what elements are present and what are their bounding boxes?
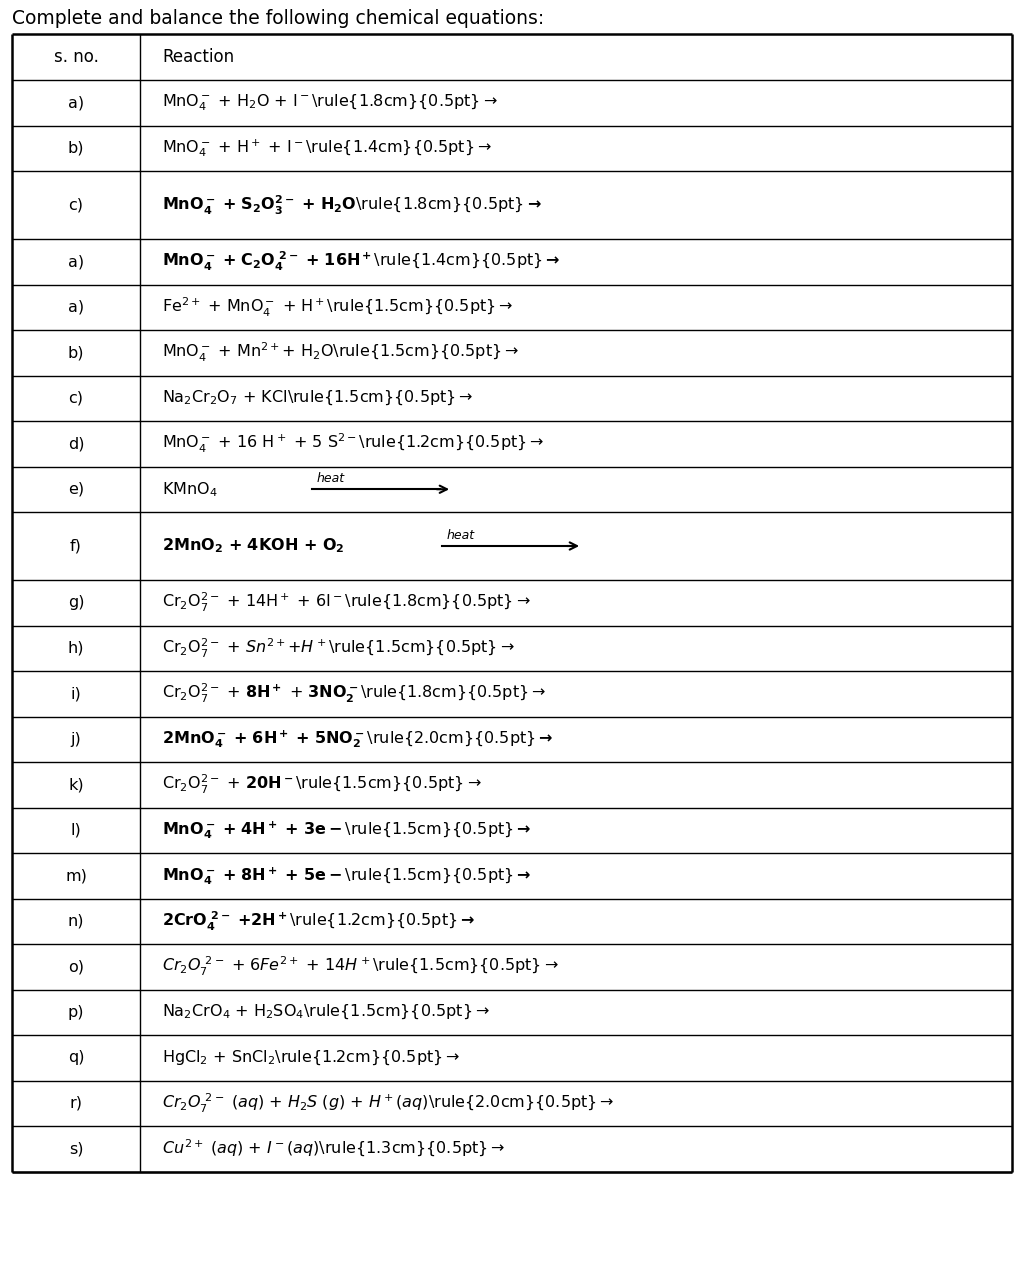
Text: $\mathit{Cr_2O_7^{\ 2-}}$ $\mathit{+}$ $\mathit{6Fe^{2+}}$ $\mathit{+}$ $\mathit: $\mathit{Cr_2O_7^{\ 2-}}$ $\mathit{+}$ $… [162, 955, 559, 978]
Text: c): c) [69, 197, 84, 213]
Text: o): o) [68, 959, 84, 974]
Text: h): h) [68, 641, 84, 656]
Text: n): n) [68, 914, 84, 928]
Text: a): a) [68, 95, 84, 110]
Text: KMnO$_4$: KMnO$_4$ [162, 479, 218, 499]
Text: r): r) [70, 1096, 83, 1110]
Text: s. no.: s. no. [53, 47, 98, 65]
Text: $\mathrm{MnO_4^-}$ + $\mathrm{H^+}$ + $\mathrm{I^-}$\rule{1.4cm}{0.5pt}$\rightar: $\mathrm{MnO_4^-}$ + $\mathrm{H^+}$ + $\… [162, 137, 493, 159]
Text: m): m) [66, 868, 87, 883]
Text: $\mathrm{HgCl_2}$ + $\mathrm{SnCl_2}$\rule{1.2cm}{0.5pt}$\rightarrow$: $\mathrm{HgCl_2}$ + $\mathrm{SnCl_2}$\ru… [162, 1049, 461, 1067]
Text: $\mathbf{2MnO_4^-}$ $\mathbf{+}$ $\mathbf{6H^+}$ $\mathbf{+}$ $\mathbf{5NO_2^-}$: $\mathbf{2MnO_4^-}$ $\mathbf{+}$ $\mathb… [162, 728, 554, 750]
Text: k): k) [69, 777, 84, 792]
Text: e): e) [68, 482, 84, 496]
Text: $\mathrm{Cr_2O_7^{2-}}$ + $\mathrm{14H^+}$ + $\mathrm{6I^-}$\rule{1.8cm}{0.5pt}$: $\mathrm{Cr_2O_7^{2-}}$ + $\mathrm{14H^+… [162, 591, 530, 614]
Text: $\mathrm{MnO_4^-}$ + $\mathrm{H_2O}$ + $\mathrm{I^-}$\rule{1.8cm}{0.5pt}$\righta: $\mathrm{MnO_4^-}$ + $\mathrm{H_2O}$ + $… [162, 92, 498, 113]
Text: c): c) [69, 391, 84, 405]
Text: l): l) [71, 823, 81, 837]
Text: $\mathbf{MnO_4^-}$ $\mathbf{+}$ $\mathbf{8H^+}$ $\mathbf{+}$ $\mathbf{5e-}$\rule: $\mathbf{MnO_4^-}$ $\mathbf{+}$ $\mathbf… [162, 865, 531, 887]
Text: $\mathrm{Cr_2O_7^{2-}}$ $+$ $\mathit{Sn^{2+}}$$+$$\mathit{H^+}$\rule{1.5cm}{0.5p: $\mathrm{Cr_2O_7^{2-}}$ $+$ $\mathit{Sn^… [162, 637, 515, 660]
Text: $\mathbf{MnO_4^-}$ $\mathbf{+}$ $\mathbf{4H^+}$ $\mathbf{+}$ $\mathbf{3e-}$\rule: $\mathbf{MnO_4^-}$ $\mathbf{+}$ $\mathbf… [162, 819, 531, 841]
Text: a): a) [68, 254, 84, 269]
Text: q): q) [68, 1050, 84, 1065]
Text: $\mathrm{Na_2CrO_4}$ + $\mathrm{H_2SO_4}$\rule{1.5cm}{0.5pt}$\rightarrow$: $\mathrm{Na_2CrO_4}$ + $\mathrm{H_2SO_4}… [162, 1003, 489, 1022]
Text: $\mathbf{2CrO_4^{\ 2-}}$ $\mathbf{+2H^+}$\rule{1.2cm}{0.5pt}$\mathbf{\rightarrow: $\mathbf{2CrO_4^{\ 2-}}$ $\mathbf{+2H^+}… [162, 910, 475, 933]
Text: b): b) [68, 345, 84, 360]
Text: Reaction: Reaction [162, 47, 234, 65]
Text: b): b) [68, 141, 84, 155]
Text: f): f) [70, 538, 82, 554]
Text: $\mathrm{MnO_4^-}$ + $\mathrm{Mn^{2+}}$+ $\mathrm{H_2O}$\rule{1.5cm}{0.5pt}$\rig: $\mathrm{MnO_4^-}$ + $\mathrm{Mn^{2+}}$+… [162, 341, 519, 364]
Text: g): g) [68, 595, 84, 610]
Text: s): s) [69, 1141, 83, 1156]
Text: Complete and balance the following chemical equations:: Complete and balance the following chemi… [12, 9, 544, 28]
Text: p): p) [68, 1005, 84, 1019]
Text: $\mathit{Cr_2O_7^{\ 2-}}$ $\mathit{(aq)}$ $\mathit{+}$ $\mathit{H_2S}$ $\mathit{: $\mathit{Cr_2O_7^{\ 2-}}$ $\mathit{(aq)}… [162, 1092, 614, 1115]
Text: $\mathrm{Cr_2O_7^{2-}}$ + $\mathbf{20H^-}$\rule{1.5cm}{0.5pt}$\rightarrow$: $\mathrm{Cr_2O_7^{2-}}$ + $\mathbf{20H^-… [162, 773, 481, 796]
Text: heat: heat [447, 529, 475, 542]
Text: a): a) [68, 300, 84, 315]
Text: $\mathrm{Cr_2O_7^{2-}}$ + $\mathbf{8H^+}$ + $\mathbf{3NO_2^-}$\rule{1.8cm}{0.5pt: $\mathrm{Cr_2O_7^{2-}}$ + $\mathbf{8H^+}… [162, 682, 546, 705]
Text: $\mathrm{Na_2Cr_2O_7}$ + $\mathrm{KCl}$\rule{1.5cm}{0.5pt}$\rightarrow$: $\mathrm{Na_2Cr_2O_7}$ + $\mathrm{KCl}$\… [162, 388, 473, 408]
Text: heat: heat [317, 472, 345, 486]
Text: $\mathbf{MnO_4^-}$ $\mathbf{+}$ $\mathbf{S_2O_3^{2-}}$ $\mathbf{+}$ $\mathbf{H_2: $\mathbf{MnO_4^-}$ $\mathbf{+}$ $\mathbf… [162, 194, 542, 217]
Text: d): d) [68, 436, 84, 451]
Text: j): j) [71, 732, 81, 746]
Text: i): i) [71, 686, 81, 701]
Text: $\mathrm{MnO_4^-}$ + 16 $\mathrm{H^+}$ + 5 $\mathrm{S^{2-}}$\rule{1.2cm}{0.5pt}$: $\mathrm{MnO_4^-}$ + 16 $\mathrm{H^+}$ +… [162, 432, 545, 455]
Text: $\mathbf{MnO_4^-}$ $\mathbf{+}$ $\mathbf{C_2O_4^{\ 2-}}$ $\mathbf{+}$ $\mathbf{1: $\mathbf{MnO_4^-}$ $\mathbf{+}$ $\mathbf… [162, 250, 560, 273]
Text: $\mathit{Cu^{2+}}$ $\mathit{(aq)}$ $\mathit{+}$ $\mathit{I^-}$$\mathit{(aq)}$\ru: $\mathit{Cu^{2+}}$ $\mathit{(aq)}$ $\mat… [162, 1138, 506, 1159]
Text: $\mathbf{2MnO_2}$ $\mathbf{+}$ $\mathbf{4KOH}$ $\mathbf{+}$ $\mathbf{O_2}$: $\mathbf{2MnO_2}$ $\mathbf{+}$ $\mathbf{… [162, 537, 344, 555]
Text: $\mathrm{Fe^{2+}}$ + $\mathrm{MnO_4^-}$ + $\mathrm{H^+}$\rule{1.5cm}{0.5pt}$\rig: $\mathrm{Fe^{2+}}$ + $\mathrm{MnO_4^-}$ … [162, 296, 513, 319]
